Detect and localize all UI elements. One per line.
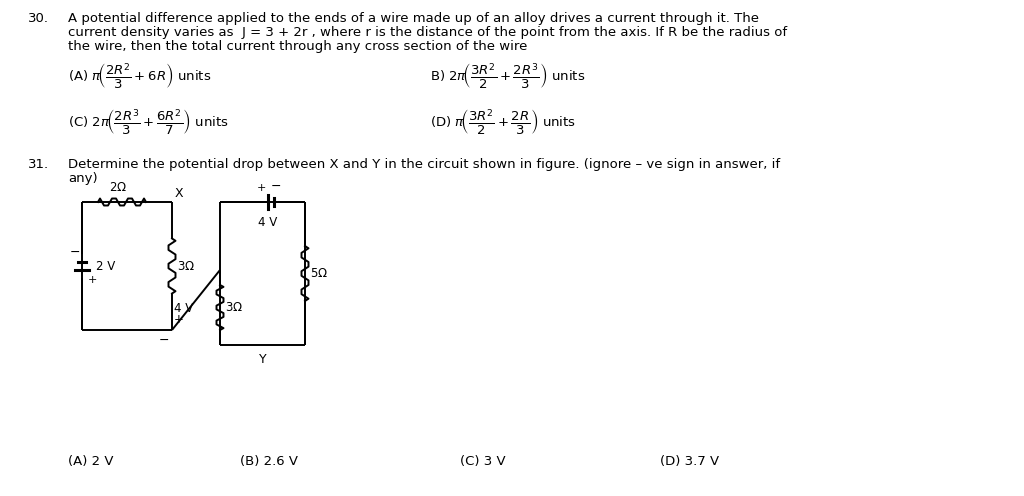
Text: (A) 2 V: (A) 2 V bbox=[68, 455, 114, 468]
Text: (C) $2\pi\!\left(\dfrac{2R^3}{3}+\dfrac{6R^2}{7}\right)$ units: (C) $2\pi\!\left(\dfrac{2R^3}{3}+\dfrac{… bbox=[68, 108, 228, 137]
Text: −: − bbox=[270, 180, 281, 193]
Text: 31.: 31. bbox=[28, 158, 49, 171]
Text: −: − bbox=[159, 334, 169, 347]
Text: B) $2\pi\!\left(\dfrac{3R^2}{2}+\dfrac{2R^3}{3}\right)$ units: B) $2\pi\!\left(\dfrac{3R^2}{2}+\dfrac{2… bbox=[430, 62, 586, 91]
Text: (C) 3 V: (C) 3 V bbox=[460, 455, 506, 468]
Text: (D) 3.7 V: (D) 3.7 V bbox=[660, 455, 719, 468]
Text: A potential difference applied to the ends of a wire made up of an alloy drives : A potential difference applied to the en… bbox=[68, 12, 759, 25]
Text: −: − bbox=[70, 246, 80, 258]
Text: 2 V: 2 V bbox=[96, 259, 116, 272]
Text: (B) 2.6 V: (B) 2.6 V bbox=[240, 455, 298, 468]
Text: 4 V: 4 V bbox=[174, 302, 194, 314]
Text: 3$\Omega$: 3$\Omega$ bbox=[225, 301, 243, 314]
Text: Y: Y bbox=[259, 353, 266, 366]
Text: X: X bbox=[175, 187, 183, 200]
Text: 3$\Omega$: 3$\Omega$ bbox=[177, 259, 196, 272]
Text: (D) $\pi\!\left(\dfrac{3R^2}{2}+\dfrac{2R}{3}\right)$ units: (D) $\pi\!\left(\dfrac{3R^2}{2}+\dfrac{2… bbox=[430, 108, 577, 137]
Text: any): any) bbox=[68, 172, 97, 185]
Text: +: + bbox=[174, 313, 184, 326]
Text: (A) $\pi\!\left(\dfrac{2R^2}{3}+6R\right)$ units: (A) $\pi\!\left(\dfrac{2R^2}{3}+6R\right… bbox=[68, 62, 211, 91]
Text: Determine the potential drop between X and Y in the circuit shown in figure. (ig: Determine the potential drop between X a… bbox=[68, 158, 780, 171]
Text: +: + bbox=[257, 183, 266, 193]
Text: 30.: 30. bbox=[28, 12, 49, 25]
Text: +: + bbox=[87, 275, 96, 285]
Text: 4 V: 4 V bbox=[258, 216, 278, 229]
Text: the wire, then the total current through any cross section of the wire: the wire, then the total current through… bbox=[68, 40, 527, 53]
Text: 5$\Omega$: 5$\Omega$ bbox=[310, 267, 328, 280]
Text: current density varies as  J = 3 + 2r , where r is the distance of the point fro: current density varies as J = 3 + 2r , w… bbox=[68, 26, 787, 39]
Text: 2$\Omega$: 2$\Omega$ bbox=[109, 181, 127, 194]
